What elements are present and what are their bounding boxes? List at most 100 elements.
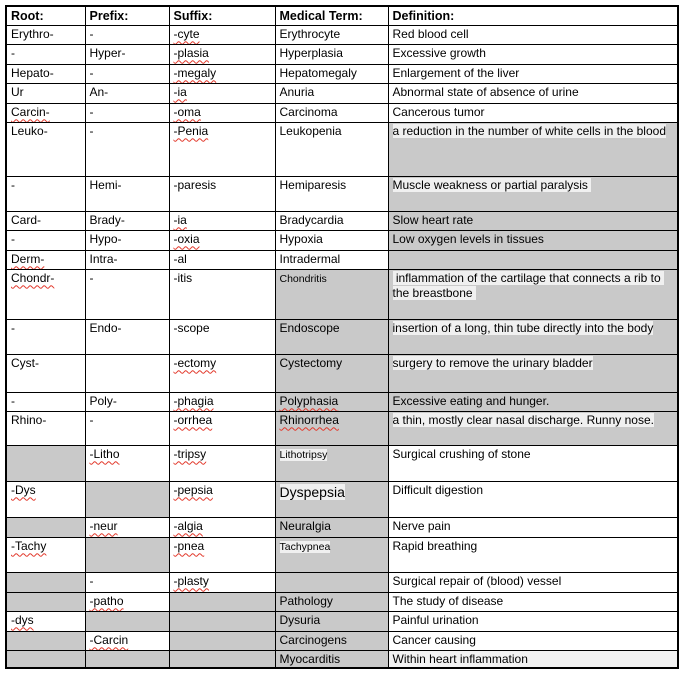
cell-text: Cyst- <box>11 355 39 370</box>
cell-text: -al <box>173 251 187 266</box>
cell-text: Derm- <box>11 251 45 266</box>
cell-text: Cancerous tumor <box>392 104 485 119</box>
cell-text: Neuralgia <box>279 518 331 533</box>
cell-text: - <box>11 45 15 60</box>
cell-text: -ectomy <box>173 355 217 370</box>
cell-text: Enlargement of the liver <box>392 65 520 80</box>
cell-text: Hepatomegaly <box>279 65 357 80</box>
cell-prefix: Endo- <box>84 318 170 355</box>
cell-text: -cyte <box>173 26 200 41</box>
cell-text: Brady- <box>89 212 125 227</box>
cell-medical-term <box>274 571 389 593</box>
cell-root: Card- <box>5 210 86 231</box>
cell-suffix: -scope <box>168 318 276 355</box>
table-row: - Endo- -scope Endoscope insertion of a long… <box>5 318 679 355</box>
cell-text: -Litho <box>89 446 120 461</box>
cell-suffix: -cyte <box>168 24 276 45</box>
table-row: Derm- Intra- -al Intradermal <box>5 249 679 270</box>
cell-prefix: - <box>84 102 170 123</box>
cell-text: Slow heart rate <box>392 212 474 227</box>
cell-prefix: Intra- <box>84 249 170 270</box>
cell-suffix: -ia <box>168 82 276 104</box>
cell-suffix: -pnea <box>168 536 276 573</box>
cell-root: Cyst- <box>5 353 86 393</box>
cell-text: Bradycardia <box>279 212 344 227</box>
cell-medical-term: Endoscope <box>274 318 389 355</box>
column-header-suffix: Suffix: <box>168 5 276 26</box>
cell-text: Within heart inflammation <box>392 651 528 666</box>
cell-text: - <box>11 320 15 335</box>
cell-text: Endo- <box>89 320 122 335</box>
cell-suffix <box>168 610 276 632</box>
cell-medical-term: Pathology <box>274 591 389 612</box>
cell-text: surgery to remove the urinary bladder <box>392 355 593 370</box>
cell-text: Hemi- <box>89 177 122 192</box>
cell-suffix: -oxia <box>168 229 276 251</box>
cell-text: Ur <box>11 84 24 99</box>
cell-root <box>5 630 86 651</box>
cell-root: Ur <box>5 82 86 104</box>
cell-prefix: - <box>84 63 170 84</box>
cell-medical-term: Leukopenia <box>274 121 389 177</box>
cell-text: Nerve pain <box>392 518 451 533</box>
table-row: Leuko- - -Penia Leukopenia a reduction in th… <box>5 121 679 177</box>
cell-definition: Difficult digestion <box>387 480 679 518</box>
cell-text: -scope <box>173 320 210 335</box>
cell-definition: Cancer causing <box>387 630 679 651</box>
cell-suffix: -plasia <box>168 43 276 65</box>
cell-prefix: - <box>84 121 170 177</box>
cell-text: -oxia <box>173 231 200 246</box>
cell-definition: Abnormal state of absence of urine <box>387 82 679 104</box>
cell-root: - <box>5 229 86 251</box>
cell-text: Hyper- <box>89 45 126 60</box>
cell-text: Erythrocyte <box>279 26 341 41</box>
cell-text: Hypo- <box>89 231 122 246</box>
cell-text: -ia <box>173 84 187 99</box>
cell-medical-term: Dysuria <box>274 610 389 632</box>
cell-text: Muscle weakness or partial paralysis <box>392 177 592 192</box>
cell-text: Carcin- <box>11 104 50 119</box>
cell-text: Leuko- <box>11 123 48 138</box>
cell-text: insertion of a long, thin tube directly … <box>392 320 654 335</box>
cell-text: Lithotripsy <box>279 448 328 461</box>
cell-text: Surgical repair of (blood) vessel <box>392 573 562 588</box>
cell-medical-term: Bradycardia <box>274 210 389 231</box>
cell-text: Chondr- <box>11 270 55 285</box>
cell-text: Erythro- <box>11 26 54 41</box>
table-row: Cyst- -ectomy Cystectomy surgery to remove … <box>5 353 679 393</box>
cell-root: - <box>5 175 86 212</box>
cell-prefix: Poly- <box>84 391 170 412</box>
table-row: -neur -algia Neuralgia Nerve pain <box>5 516 679 538</box>
cell-text: Hemiparesis <box>279 177 347 192</box>
cell-medical-term: Carcinoma <box>274 102 389 123</box>
cell-prefix: -patho <box>84 591 170 612</box>
table-row: -patho Pathology The study of disease <box>5 591 679 612</box>
cell-prefix: An- <box>84 82 170 104</box>
cell-definition: Within heart inflammation <box>387 649 679 669</box>
cell-prefix: Hypo- <box>84 229 170 251</box>
cell-text: Chondritis <box>279 272 327 285</box>
cell-text: Low oxygen levels in tissues <box>392 231 544 246</box>
cell-definition: Surgical crushing of stone <box>387 444 679 482</box>
cell-text: Excessive growth <box>392 45 486 60</box>
cell-text: -plasty <box>173 573 209 588</box>
cell-suffix: -itis <box>168 268 276 320</box>
cell-definition: Excessive eating and hunger. <box>387 391 679 412</box>
cell-text: -pepsia <box>173 482 213 497</box>
cell-text: a thin, mostly clear nasal discharge. Ru… <box>392 412 654 427</box>
cell-definition: Red blood cell <box>387 24 679 45</box>
cell-root <box>5 516 86 538</box>
cell-medical-term: Hypoxia <box>274 229 389 251</box>
cell-prefix: - <box>84 571 170 593</box>
cell-suffix: -Penia <box>168 121 276 177</box>
cell-text: Rapid breathing <box>392 538 478 553</box>
cell-root: Chondr- <box>5 268 86 320</box>
cell-text: Dysuria <box>279 612 321 627</box>
cell-prefix <box>84 353 170 393</box>
cell-suffix: -al <box>168 249 276 270</box>
cell-text: -orrhea <box>173 412 213 427</box>
cell-text: Tachypnea <box>279 540 331 553</box>
cell-root: Leuko- <box>5 121 86 177</box>
cell-text: Intradermal <box>279 251 341 266</box>
table-row: Chondr- - -itis Chondritis inflammation of … <box>5 268 679 320</box>
